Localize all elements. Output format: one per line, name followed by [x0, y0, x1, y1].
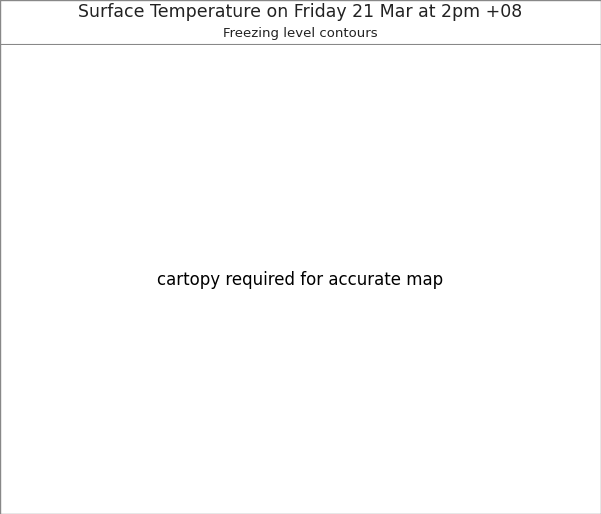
Text: cartopy required for accurate map: cartopy required for accurate map: [157, 270, 444, 289]
Text: Freezing level contours: Freezing level contours: [223, 27, 378, 40]
Text: Surface Temperature on Friday 21 Mar at 2pm +08: Surface Temperature on Friday 21 Mar at …: [78, 3, 523, 21]
